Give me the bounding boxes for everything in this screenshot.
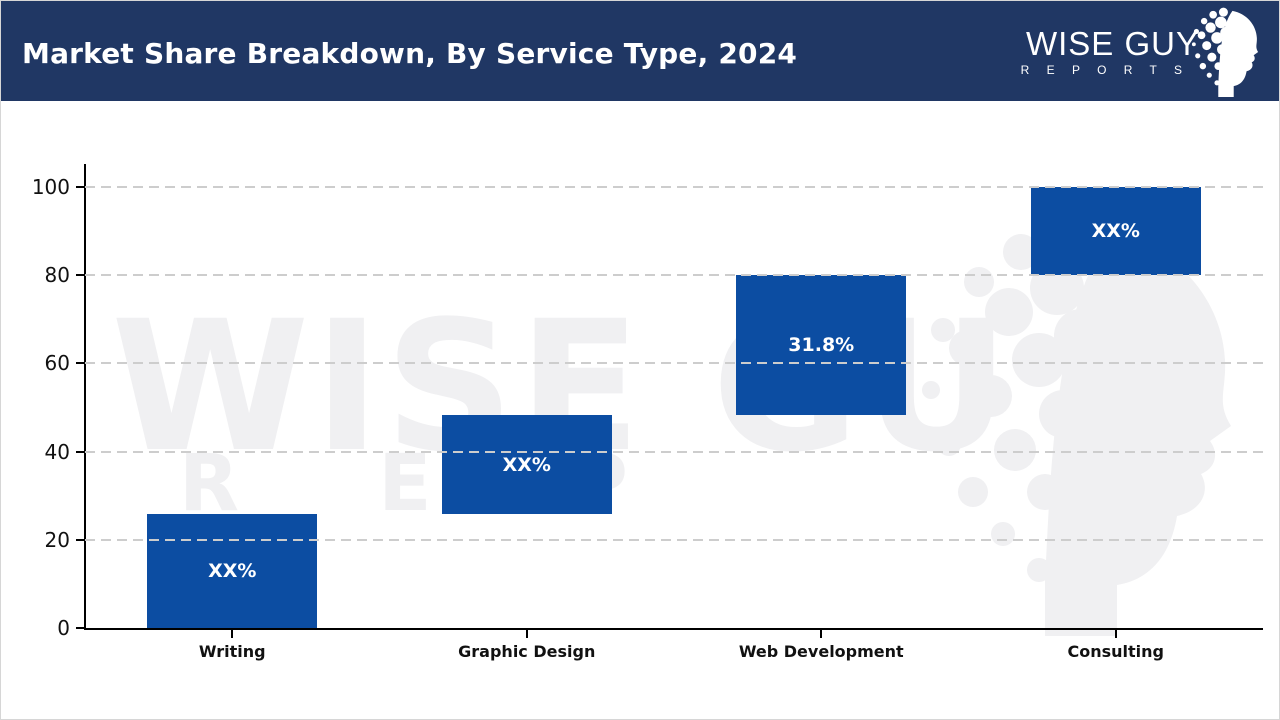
bar-value-label: XX% bbox=[1091, 220, 1140, 243]
y-tick-label-80: 80 bbox=[44, 263, 70, 288]
bar-value-label: XX% bbox=[208, 560, 257, 583]
bar-value-label: 31.8% bbox=[788, 334, 855, 357]
x-category-label-2: Web Development bbox=[738, 642, 904, 661]
gridline-20 bbox=[85, 538, 1263, 541]
x-category-label-1: Graphic Design bbox=[458, 642, 596, 661]
y-axis-line bbox=[84, 164, 86, 630]
header-band: Market Share Breakdown, By Service Type,… bbox=[1, 1, 1279, 101]
y-tick-20 bbox=[76, 538, 84, 541]
y-tick-label-100: 100 bbox=[31, 175, 70, 199]
x-tick-3 bbox=[1114, 630, 1117, 638]
y-tick-100 bbox=[76, 186, 84, 188]
gridline-60 bbox=[85, 362, 1263, 365]
chart-title: Market Share Breakdown, By Service Type,… bbox=[22, 37, 798, 70]
y-tick-60 bbox=[76, 362, 84, 365]
dotted-head-icon bbox=[1191, 7, 1259, 97]
gridline-40 bbox=[85, 450, 1263, 453]
x-tick-0 bbox=[231, 630, 234, 638]
wise-guy-logo: WISE GUY R E P O R T S bbox=[1007, 1, 1267, 101]
y-tick-80 bbox=[76, 274, 84, 277]
y-tick-label-60: 60 bbox=[44, 351, 70, 376]
x-category-label-3: Consulting bbox=[1067, 642, 1165, 661]
logo-wordmark: WISE GUY bbox=[1025, 25, 1199, 62]
x-axis-line bbox=[84, 628, 1263, 630]
y-tick-40 bbox=[76, 450, 84, 453]
bar-chart-plot-area: 0 20 40 60 80 100 XX% Writing XX% Graphic Design 3… bbox=[1, 101, 1279, 719]
logo-subtext: R E P O R T S bbox=[1020, 63, 1189, 77]
x-tick-2 bbox=[820, 630, 823, 638]
bar-web-development: 31.8% bbox=[736, 275, 907, 416]
bar-graphic-design: XX% bbox=[441, 415, 612, 515]
y-tick-label-40: 40 bbox=[44, 439, 70, 464]
bar-value-label: XX% bbox=[502, 453, 551, 476]
y-tick-label-0: 0 bbox=[57, 616, 70, 640]
y-tick-label-20: 20 bbox=[44, 527, 70, 552]
x-category-label-0: Writing bbox=[198, 642, 266, 661]
gridline-100 bbox=[85, 186, 1263, 188]
bar-consulting: XX% bbox=[1030, 187, 1201, 276]
gridline-80 bbox=[85, 274, 1263, 277]
x-tick-1 bbox=[525, 630, 528, 638]
y-tick-0 bbox=[76, 627, 84, 629]
bar-writing: XX% bbox=[147, 514, 318, 628]
